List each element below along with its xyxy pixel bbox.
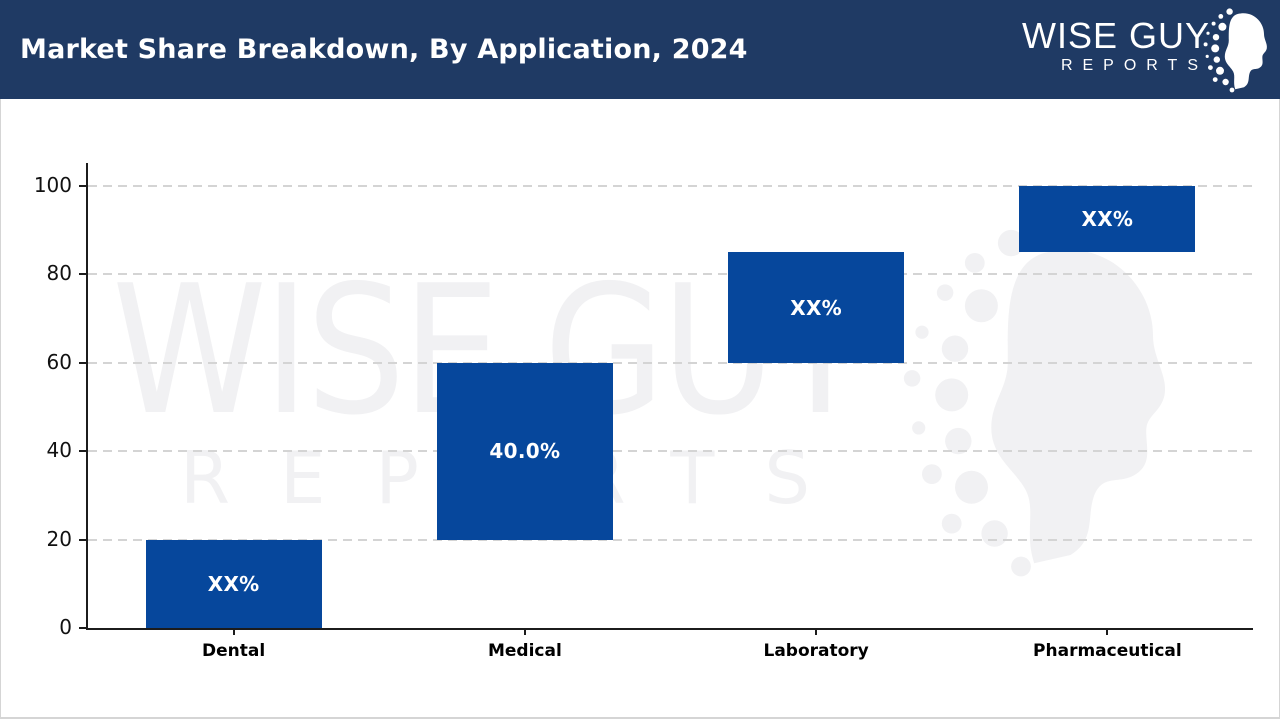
y-tick-label: 20 xyxy=(46,526,72,551)
bar-value-label: XX% xyxy=(1081,207,1134,232)
y-tick-label: 60 xyxy=(46,349,72,374)
y-tick-mark xyxy=(79,185,86,187)
category-label: Pharmaceutical xyxy=(1033,641,1182,661)
gridline-20 xyxy=(88,538,1253,541)
y-tick-mark xyxy=(79,273,86,276)
x-tick-mark xyxy=(1106,628,1109,635)
bar-value-label: XX% xyxy=(207,571,260,596)
bar-dental: XX% xyxy=(145,539,322,628)
bar-value-label: XX% xyxy=(790,295,843,320)
x-tick-mark xyxy=(232,628,235,635)
y-tick-label: 40 xyxy=(46,438,72,463)
logo-text: WISE GUY REPORTS xyxy=(1022,16,1210,75)
y-tick-mark xyxy=(79,627,86,629)
logo: WISE GUY REPORTS xyxy=(980,0,1280,99)
logo-subtitle: REPORTS xyxy=(1060,56,1208,74)
gridline-40 xyxy=(88,450,1253,453)
category-label: Dental xyxy=(202,641,266,661)
bar-pharmaceutical: XX% xyxy=(1019,186,1196,253)
bar-medical: 40.0% xyxy=(436,362,613,540)
bar-value-label: 40.0% xyxy=(489,439,561,464)
page-title: Market Share Breakdown, By Application, … xyxy=(20,34,748,65)
y-tick-mark xyxy=(79,538,86,541)
x-tick-mark xyxy=(815,628,818,635)
gridline-80 xyxy=(88,273,1253,276)
y-axis-line xyxy=(86,163,88,630)
gridline-100 xyxy=(88,185,1253,187)
x-tick-mark xyxy=(523,628,526,635)
gridline-60 xyxy=(88,361,1253,364)
y-tick-mark xyxy=(79,361,86,364)
y-tick-label: 80 xyxy=(46,261,72,286)
header: Market Share Breakdown, By Application, … xyxy=(0,0,1280,99)
category-label: Medical xyxy=(487,641,562,661)
y-tick-label: 100 xyxy=(33,173,72,197)
logo-head-icon xyxy=(1203,8,1267,93)
y-tick-mark xyxy=(79,450,86,453)
bar-laboratory: XX% xyxy=(728,252,905,363)
x-axis-line xyxy=(86,628,1253,630)
y-tick-label: 0 xyxy=(59,615,72,639)
logo-wordmark: WISE GUY xyxy=(1021,15,1210,56)
category-label: Laboratory xyxy=(763,641,869,661)
